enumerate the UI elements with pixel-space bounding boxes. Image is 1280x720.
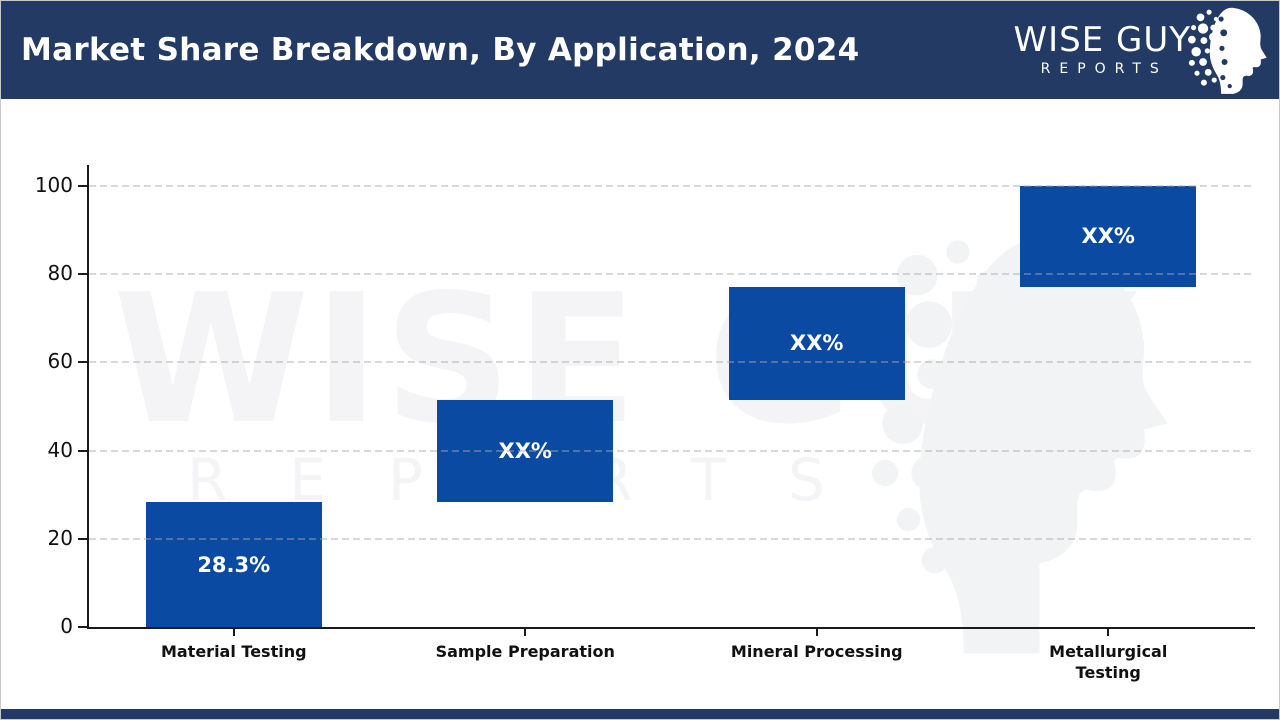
- footer-band: [1, 709, 1279, 719]
- gridline-40: [89, 449, 1254, 452]
- x-axis: [87, 627, 1255, 629]
- gridline-20: [89, 537, 1254, 540]
- gridline-60: [89, 361, 1254, 364]
- y-tick-mark-40: [78, 449, 87, 452]
- header-band: Market Share Breakdown, By Application, …: [1, 1, 1279, 99]
- brand-head-icon: [1188, 7, 1267, 94]
- y-tick-mark-80: [78, 273, 87, 276]
- brand-logo-text: WISE GUY REPORTS: [1013, 20, 1191, 77]
- y-tick-label-0: 0: [60, 614, 73, 638]
- bar-sample-preparation: XX%: [437, 399, 614, 503]
- bar-material-testing: 28.3%: [145, 502, 322, 627]
- x-tick-mark-sample-preparation: [524, 629, 527, 636]
- y-tick-label-20: 20: [47, 525, 73, 550]
- x-category-label-material-testing: Material Testing: [160, 642, 307, 661]
- watermark-head-icon: [867, 240, 1168, 654]
- x-category-label-metallurgical-testing: Metallurgical Testing: [1049, 642, 1168, 682]
- y-axis: [87, 165, 89, 629]
- x-tick-mark-metallurgical-testing: [1107, 629, 1110, 636]
- x-category-label-mineral-processing: Mineral Processing: [730, 642, 903, 661]
- y-tick-label-100: 100: [34, 173, 73, 197]
- bar-value-label-material-testing: 28.3%: [197, 552, 271, 577]
- x-category-label-sample-preparation: Sample Preparation: [435, 642, 615, 661]
- brand-logo: WISE GUY REPORTS: [1013, 5, 1271, 95]
- bar-value-label-mineral-processing: XX%: [790, 331, 844, 356]
- y-tick-mark-20: [78, 537, 87, 540]
- bar-value-label-metallurgical-testing: XX%: [1081, 224, 1135, 249]
- bar-metallurgical-testing: XX%: [1020, 186, 1197, 287]
- x-tick-mark-mineral-processing: [815, 629, 818, 636]
- y-tick-mark-0: [78, 626, 87, 628]
- y-tick-label-40: 40: [47, 437, 73, 462]
- bar-mineral-processing: XX%: [728, 286, 905, 400]
- y-tick-label-60: 60: [47, 349, 73, 374]
- brand-subname: REPORTS: [1040, 60, 1168, 77]
- brand-name: WISE GUY: [1013, 20, 1191, 61]
- y-tick-mark-60: [78, 361, 87, 364]
- gridline-80: [89, 273, 1254, 276]
- chart-title: Market Share Breakdown, By Application, …: [21, 32, 860, 68]
- y-tick-label-80: 80: [47, 261, 73, 286]
- gridline-100: [89, 185, 1254, 187]
- bar-value-label-sample-preparation: XX%: [498, 439, 552, 464]
- x-tick-mark-material-testing: [232, 629, 235, 636]
- y-tick-mark-100: [78, 185, 87, 187]
